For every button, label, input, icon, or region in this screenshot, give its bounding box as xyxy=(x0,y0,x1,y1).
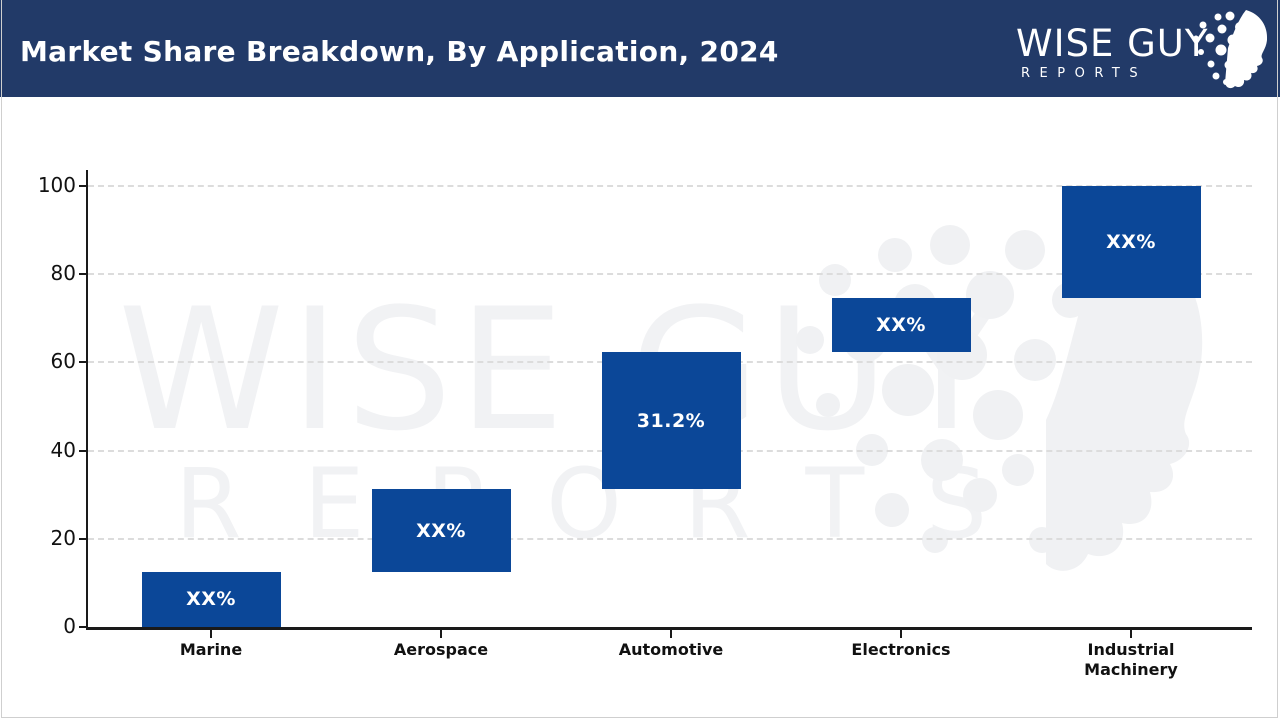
page-title: Market Share Breakdown, By Application, … xyxy=(20,35,779,68)
bar-electronics: XX% xyxy=(831,298,971,352)
bar-value-label: XX% xyxy=(1106,231,1156,253)
y-tick-label-40: 40 xyxy=(50,437,76,462)
gridline-20 xyxy=(88,537,1252,540)
y-tick-mark-100 xyxy=(79,185,88,187)
y-tick-label-80: 80 xyxy=(50,261,76,286)
logo-wiseguy-text: WISE GUY xyxy=(1016,22,1209,65)
logo-face-icon xyxy=(1193,10,1268,89)
gridline-100 xyxy=(88,185,1252,187)
bar-value-label: XX% xyxy=(876,313,926,336)
bar-value-label: XX% xyxy=(416,519,466,542)
bar-industrial-machinery: XX% xyxy=(1061,186,1201,298)
header-bar: Market Share Breakdown, By Application, … xyxy=(0,0,1280,97)
bar-value-label: 31.2% xyxy=(636,409,706,432)
x-tick-mark-5 xyxy=(1130,630,1132,638)
x-tick-label-automotive: Automotive xyxy=(618,640,724,659)
x-tick-label-electronics: Electronics xyxy=(851,640,951,659)
brand-logo: WISE GUY REPORTS xyxy=(1016,6,1268,92)
logo-reports-text: REPORTS xyxy=(1021,66,1148,81)
y-axis-line xyxy=(86,170,88,630)
bar-aerospace: XX% xyxy=(371,489,511,572)
bar-marine: XX% xyxy=(141,571,281,627)
x-tick-label-aerospace: Aerospace xyxy=(393,640,489,659)
y-tick-label-20: 20 xyxy=(50,525,76,550)
x-tick-label-marine: Marine xyxy=(179,640,243,659)
x-tick-label-industrial-machinery: Industrial Machinery xyxy=(1084,640,1178,679)
x-tick-mark-4 xyxy=(900,630,902,638)
y-tick-mark-60 xyxy=(79,361,88,364)
x-tick-mark-2 xyxy=(440,630,442,638)
y-tick-mark-80 xyxy=(79,273,88,276)
bar-value-label: XX% xyxy=(186,588,236,611)
y-tick-label-100: 100 xyxy=(37,173,76,197)
x-axis-line xyxy=(86,627,1252,630)
y-tick-label-0: 0 xyxy=(63,614,76,638)
x-tick-mark-1 xyxy=(210,630,212,638)
watermark-reports-text: REPORTS xyxy=(175,448,1050,560)
y-tick-mark-20 xyxy=(79,537,88,540)
y-tick-mark-0 xyxy=(79,626,88,628)
y-tick-mark-40 xyxy=(79,449,88,452)
gridline-80 xyxy=(88,273,1252,276)
bar-automotive: 31.2% xyxy=(601,351,741,490)
y-tick-label-60: 60 xyxy=(50,349,76,374)
x-tick-mark-3 xyxy=(670,630,672,638)
